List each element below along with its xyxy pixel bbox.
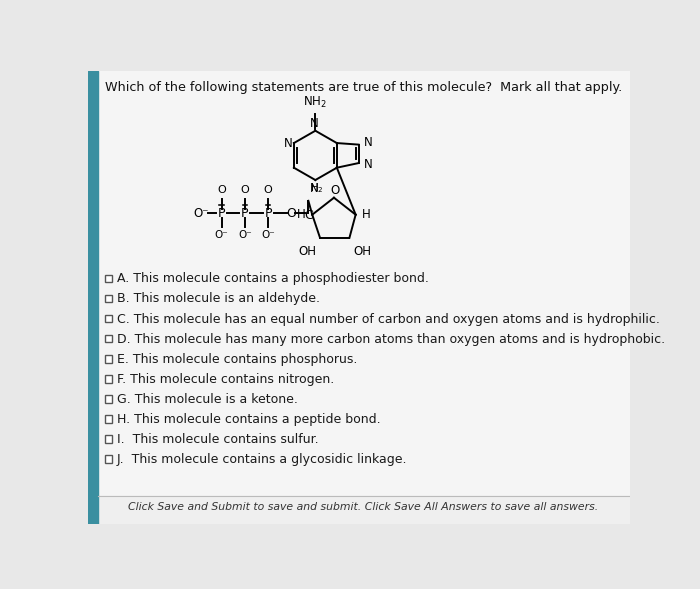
- Text: H: H: [298, 208, 306, 221]
- Text: F. This molecule contains nitrogen.: F. This molecule contains nitrogen.: [117, 373, 334, 386]
- FancyBboxPatch shape: [104, 395, 112, 402]
- Text: Which of the following statements are true of this molecule?  Mark all that appl: Which of the following statements are tr…: [104, 81, 622, 94]
- Text: OH: OH: [354, 246, 371, 259]
- FancyBboxPatch shape: [104, 355, 112, 362]
- FancyBboxPatch shape: [104, 274, 112, 283]
- Text: G. This molecule is a ketone.: G. This molecule is a ketone.: [117, 393, 298, 406]
- FancyBboxPatch shape: [104, 335, 112, 342]
- Text: Click Save and Submit to save and submit. Click Save All Answers to save all ans: Click Save and Submit to save and submit…: [128, 501, 598, 511]
- FancyBboxPatch shape: [104, 455, 112, 462]
- Text: O⁻: O⁻: [261, 230, 275, 240]
- Text: O: O: [286, 207, 296, 220]
- Text: NH$_2$: NH$_2$: [302, 95, 326, 110]
- FancyBboxPatch shape: [104, 415, 112, 422]
- Text: A. This molecule contains a phosphodiester bond.: A. This molecule contains a phosphodiest…: [117, 273, 429, 286]
- Text: O⁻: O⁻: [238, 230, 252, 240]
- Bar: [97, 496, 630, 524]
- Text: P: P: [241, 207, 248, 220]
- Text: C. This molecule has an equal number of carbon and oxygen atoms and is hydrophil: C. This molecule has an equal number of …: [117, 313, 660, 326]
- Text: H$_2$: H$_2$: [310, 181, 323, 194]
- Text: H. This molecule contains a peptide bond.: H. This molecule contains a peptide bond…: [117, 413, 381, 426]
- Text: H: H: [362, 208, 370, 221]
- FancyBboxPatch shape: [104, 435, 112, 442]
- Text: D. This molecule has many more carbon atoms than oxygen atoms and is hydrophobic: D. This molecule has many more carbon at…: [117, 333, 665, 346]
- Bar: [88, 71, 97, 524]
- Text: E. This molecule contains phosphorus.: E. This molecule contains phosphorus.: [117, 353, 357, 366]
- Text: I.  This molecule contains sulfur.: I. This molecule contains sulfur.: [117, 433, 318, 446]
- Text: O⁻: O⁻: [194, 207, 209, 220]
- Text: N: N: [284, 137, 293, 150]
- Text: B. This molecule is an aldehyde.: B. This molecule is an aldehyde.: [117, 293, 320, 306]
- Text: N: N: [309, 183, 318, 196]
- Text: O: O: [330, 184, 340, 197]
- Text: O: O: [264, 186, 272, 196]
- Text: O: O: [241, 186, 249, 196]
- FancyBboxPatch shape: [104, 375, 112, 382]
- FancyBboxPatch shape: [104, 315, 112, 322]
- Text: OH: OH: [298, 246, 316, 259]
- Text: J.  This molecule contains a glycosidic linkage.: J. This molecule contains a glycosidic l…: [117, 452, 407, 466]
- Text: O: O: [217, 186, 226, 196]
- Text: O⁻: O⁻: [215, 230, 228, 240]
- Text: N: N: [364, 136, 372, 149]
- Text: P: P: [218, 207, 225, 220]
- Text: N: N: [364, 158, 372, 171]
- Text: N: N: [310, 117, 319, 130]
- Text: C: C: [304, 209, 313, 222]
- Text: P: P: [265, 207, 272, 220]
- FancyBboxPatch shape: [104, 294, 112, 302]
